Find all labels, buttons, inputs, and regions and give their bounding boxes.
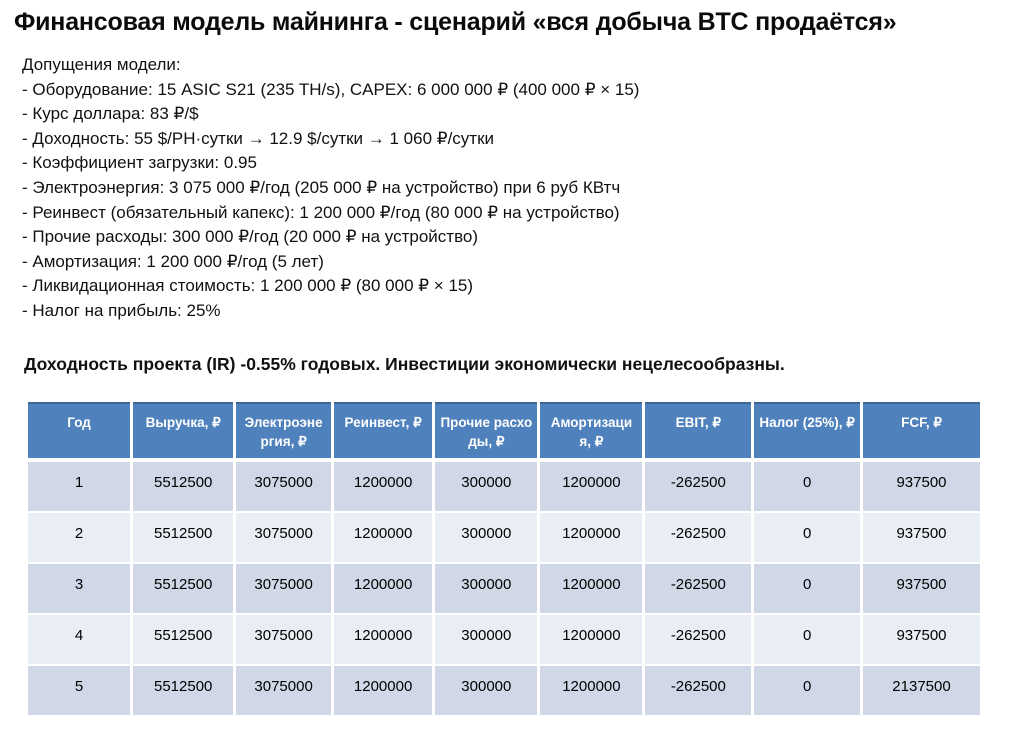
table-cell: 300000 — [435, 563, 538, 615]
table-cell: 3075000 — [236, 512, 331, 564]
table-cell: 1200000 — [333, 461, 433, 513]
table-header-cell: Прочие расходы, ₽ — [435, 401, 538, 462]
assumption-item: - Оборудование: 15 ASIC S21 (235 TH/s), … — [22, 79, 640, 99]
table-header-cell: FCF, ₽ — [863, 401, 980, 462]
assumption-item: - Ликвидационная стоимость: 1 200 000 ₽ … — [22, 276, 474, 296]
table-cell: 4 — [28, 614, 131, 666]
table-cell: 0 — [754, 614, 861, 666]
table-cell: 937500 — [863, 461, 980, 513]
table-cell: 1200000 — [333, 614, 433, 666]
table-cell: 1200000 — [540, 665, 643, 717]
table-cell: 3075000 — [236, 563, 331, 615]
table-cell: 3075000 — [236, 614, 331, 666]
table-cell: 0 — [754, 512, 861, 564]
table-cell: -262500 — [645, 665, 752, 717]
table-cell: 937500 — [863, 563, 980, 615]
assumption-item: - Налог на прибыль: 25% — [22, 300, 221, 320]
table-cell: 1200000 — [540, 512, 643, 564]
table-cell: 937500 — [863, 614, 980, 666]
table-cell: 937500 — [863, 512, 980, 564]
table-cell: 0 — [754, 461, 861, 513]
table-row: 3 5512500 3075000 1200000 300000 1200000 -2625… — [28, 563, 980, 615]
assumptions-list: - Оборудование: 15 ASIC S21 (235 TH/s), … — [22, 78, 1004, 324]
table-cell: 0 — [754, 665, 861, 717]
table-cell: 1200000 — [333, 563, 433, 615]
assumption-item: - Амортизация: 1 200 000 ₽/год (5 лет) — [22, 251, 324, 271]
table-cell: -262500 — [645, 512, 752, 564]
table-cell: 3 — [28, 563, 131, 615]
table-cell: -262500 — [645, 614, 752, 666]
table-row: 5 5512500 3075000 1200000 300000 1200000 -2625… — [28, 665, 980, 717]
conclusion-text: Доходность проекта (IR) -0.55% годовых. … — [24, 353, 785, 374]
table-cell: 3075000 — [236, 665, 331, 717]
table-body: 1 5512500 3075000 1200000 300000 1200000 -2625… — [28, 461, 980, 717]
assumptions-heading: Допущения модели: — [22, 55, 181, 74]
table-cell: 5 — [28, 665, 131, 717]
table-head: Год Выручка, ₽ Электроэнергия, ₽ Реинвест, … — [28, 401, 980, 462]
table-cell: 1200000 — [333, 512, 433, 564]
table-header-cell: Электроэнергия, ₽ — [236, 401, 331, 462]
table-cell: 300000 — [435, 665, 538, 717]
assumption-item: - Курс доллара: 83 ₽/$ — [22, 104, 199, 124]
assumptions-block: Допущения модели: - Оборудование: 15 ASI… — [22, 53, 1004, 324]
table-cell: -262500 — [645, 461, 752, 513]
financial-table: Год Выручка, ₽ Электроэнергия, ₽ Реинвест, … — [25, 401, 983, 717]
table-cell: 5512500 — [133, 614, 234, 666]
table-header-cell: Выручка, ₽ — [133, 401, 234, 462]
table-header-cell: EBIT, ₽ — [645, 401, 752, 462]
table-cell: 300000 — [435, 614, 538, 666]
table-cell: 1 — [28, 461, 131, 513]
table-header-cell: Год — [28, 401, 131, 462]
table-header-cell: Амортизация, ₽ — [540, 401, 643, 462]
table-cell: 2 — [28, 512, 131, 564]
table-cell: 5512500 — [133, 665, 234, 717]
table-row: 4 5512500 3075000 1200000 300000 1200000 -2625… — [28, 614, 980, 666]
table-row: 1 5512500 3075000 1200000 300000 1200000 -2625… — [28, 461, 980, 513]
table-cell: 3075000 — [236, 461, 331, 513]
table-cell: 1200000 — [540, 614, 643, 666]
page-title: Финансовая модель майнинга - сценарий «в… — [14, 8, 897, 36]
table-header-row: Год Выручка, ₽ Электроэнергия, ₽ Реинвест, … — [28, 401, 980, 462]
table-header-cell: Реинвест, ₽ — [333, 401, 433, 462]
table-cell: 300000 — [435, 512, 538, 564]
table-cell: 1200000 — [333, 665, 433, 717]
table-cell: 1200000 — [540, 461, 643, 513]
table-cell: 5512500 — [133, 512, 234, 564]
table-cell: -262500 — [645, 563, 752, 615]
table-cell: 300000 — [435, 461, 538, 513]
assumption-item: - Реинвест (обязательный капекс): 1 200 … — [22, 202, 620, 222]
assumption-item: - Электроэнергия: 3 075 000 ₽/год (205 0… — [22, 177, 621, 197]
table-cell: 0 — [754, 563, 861, 615]
table-row: 2 5512500 3075000 1200000 300000 1200000 -2625… — [28, 512, 980, 564]
assumption-item: - Доходность: 55 $/PH·сутки → 12.9 $/сут… — [22, 128, 495, 148]
table-cell: 5512500 — [133, 461, 234, 513]
table-header-cell: Налог (25%), ₽ — [754, 401, 861, 462]
table-cell: 5512500 — [133, 563, 234, 615]
assumption-item: - Коэффициент загрузки: 0.95 — [22, 153, 257, 173]
table-cell: 2137500 — [863, 665, 980, 717]
assumption-item: - Прочие расходы: 300 000 ₽/год (20 000 … — [22, 227, 479, 247]
table-cell: 1200000 — [540, 563, 643, 615]
